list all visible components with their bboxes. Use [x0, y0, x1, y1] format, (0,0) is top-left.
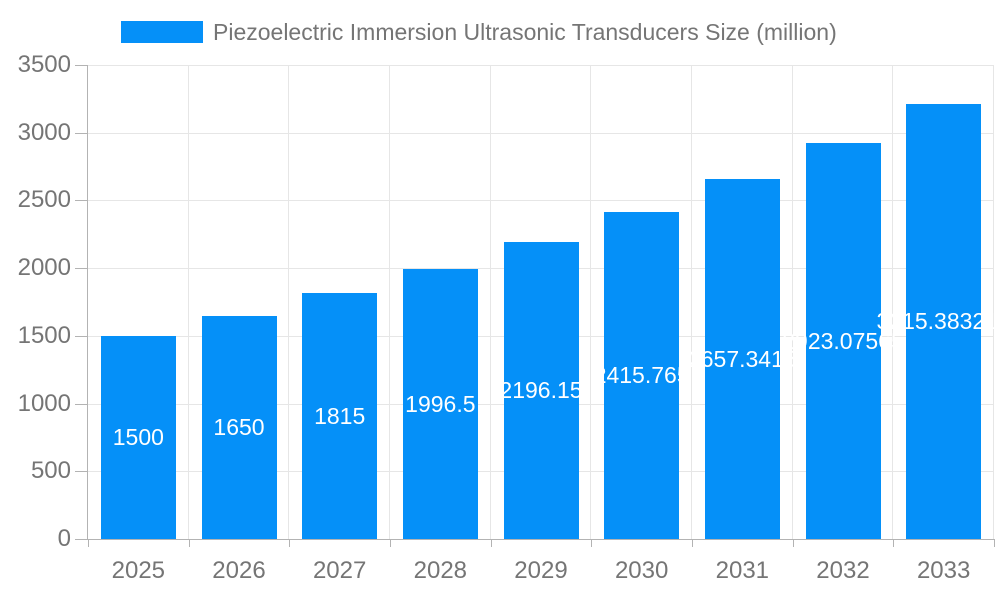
- bar-value-label: 2196.15: [499, 377, 583, 404]
- h-gridline: [88, 65, 994, 66]
- y-tick-mark: [75, 403, 87, 405]
- x-tick-mark: [188, 539, 190, 547]
- x-tick-label: 2030: [614, 557, 669, 584]
- y-tick-mark: [75, 200, 87, 202]
- y-tick-mark: [75, 335, 87, 337]
- v-gridline: [791, 65, 793, 539]
- h-gridline: [88, 200, 994, 202]
- bar-value-label: 1815: [314, 403, 366, 430]
- x-tick-label: 2032: [816, 557, 870, 584]
- y-tick-label: 2500: [17, 186, 71, 214]
- y-tick-mark: [75, 65, 87, 66]
- y-tick-mark: [75, 539, 87, 540]
- v-gridline: [892, 65, 894, 539]
- y-tick-label: 2000: [17, 254, 71, 282]
- v-gridline: [993, 65, 994, 539]
- y-tick-mark: [75, 132, 87, 134]
- x-tick-mark: [994, 539, 995, 547]
- x-tick-label: 2031: [715, 557, 770, 584]
- bar-value-label: 3215.383215: [876, 308, 1000, 335]
- v-gridline: [187, 65, 189, 539]
- bar: [604, 211, 680, 539]
- bar-value-label: 1650: [213, 414, 265, 441]
- y-tick-label: 1500: [17, 321, 71, 349]
- y-tick-label: 500: [30, 457, 71, 485]
- y-tick-label: 1000: [17, 389, 71, 417]
- v-gridline: [590, 65, 592, 539]
- y-tick-mark: [75, 471, 87, 473]
- bar: [805, 143, 881, 539]
- plot-area: 0 500 1000 1500 2000 2500 3000 3500 2025 2026 2027…: [18, 51, 1000, 583]
- x-tick-mark: [390, 539, 391, 547]
- bar: [100, 335, 176, 539]
- bar: [201, 315, 277, 539]
- y-tick-mark: [75, 268, 87, 270]
- bar-value-label: 2415.765: [593, 362, 690, 389]
- bar: [402, 268, 478, 539]
- y-tick-label: 3500: [17, 51, 71, 78]
- x-tick-mark: [289, 539, 291, 547]
- bar: [704, 179, 780, 539]
- v-gridline: [691, 65, 692, 539]
- x-tick-mark: [490, 539, 492, 547]
- x-tick-mark: [893, 539, 895, 547]
- x-tick-label: 2033: [916, 557, 971, 584]
- x-tick-label: 2026: [212, 557, 266, 584]
- x-tick-mark: [88, 539, 89, 547]
- x-tick-label: 2025: [111, 557, 166, 584]
- bar-value-label: 1996.5: [405, 390, 476, 417]
- bar-value-label: 1500: [112, 424, 164, 451]
- x-tick-mark: [792, 539, 794, 547]
- x-tick-mark: [692, 539, 693, 547]
- bar: [503, 241, 579, 539]
- v-gridline: [288, 65, 290, 539]
- v-gridline: [489, 65, 491, 539]
- legend-item[interactable]: Piezoelectric Immersion Ultrasonic Trans…: [121, 18, 837, 45]
- y-tick-label: 3000: [17, 118, 71, 146]
- bar-value-label: 2657.3415: [687, 346, 797, 373]
- x-tick-label: 2029: [514, 557, 568, 584]
- bar-value-label: 2923.07565: [782, 328, 904, 355]
- bar: [302, 293, 378, 539]
- v-gridline: [389, 65, 390, 539]
- h-gridline: [88, 132, 994, 134]
- y-tick-label: 0: [57, 525, 71, 552]
- x-tick-label: 2028: [413, 557, 468, 584]
- legend-swatch-icon: [121, 21, 203, 43]
- x-tick-label: 2027: [312, 557, 367, 584]
- x-tick-mark: [591, 539, 593, 547]
- legend-label: Piezoelectric Immersion Ultrasonic Trans…: [213, 18, 837, 45]
- bar: [906, 103, 982, 539]
